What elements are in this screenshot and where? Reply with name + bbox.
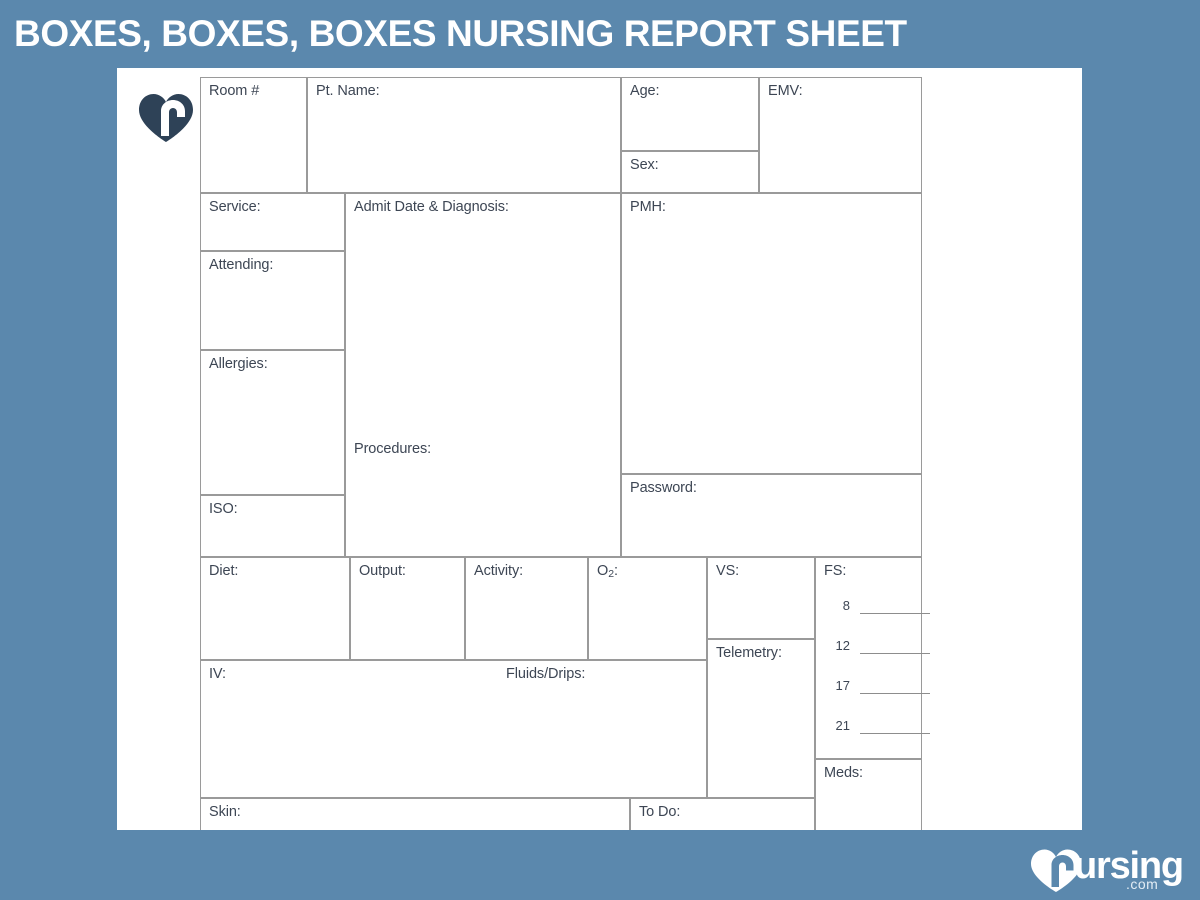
fs-time-label: 21	[835, 718, 850, 733]
field-activity[interactable]: Activity:	[465, 557, 588, 660]
field-o2[interactable]: O2:	[588, 557, 707, 660]
footer-wordmark: ursing	[1074, 845, 1184, 887]
fs-time-label: 12	[835, 638, 850, 653]
field-output[interactable]: Output:	[350, 557, 465, 660]
field-sex-label: Sex:	[630, 157, 659, 173]
field-diet-label: Diet:	[209, 563, 239, 579]
field-admit-date-diagnosis-label: Admit Date & Diagnosis:	[354, 199, 509, 215]
fs-value-line[interactable]	[860, 613, 930, 614]
field-skin[interactable]: Skin:	[200, 798, 630, 830]
field-emv-label: EMV:	[768, 83, 803, 99]
report-sheet: Room # Pt. Name: Age: Sex: EMV: Service:…	[117, 68, 1082, 830]
field-service[interactable]: Service:	[200, 193, 345, 251]
field-fs-label: FS:	[824, 563, 847, 579]
field-pmh[interactable]: PMH:	[621, 193, 922, 474]
field-allergies[interactable]: Allergies:	[200, 350, 345, 495]
field-emv[interactable]: EMV:	[759, 77, 922, 193]
field-iso[interactable]: ISO:	[200, 495, 345, 557]
fs-entry-2[interactable]: 12	[830, 638, 930, 656]
field-vs-label: VS:	[716, 563, 740, 579]
field-attending[interactable]: Attending:	[200, 251, 345, 350]
field-vs[interactable]: VS:	[707, 557, 815, 639]
fs-entry-4[interactable]: 21	[830, 718, 930, 736]
field-fluids-drips-label: Fluids/Drips:	[506, 666, 586, 682]
field-age[interactable]: Age:	[621, 77, 759, 151]
field-to-do-label: To Do:	[639, 804, 681, 820]
field-pt-name[interactable]: Pt. Name:	[307, 77, 621, 193]
field-activity-label: Activity:	[474, 563, 524, 579]
field-procedures-label: Procedures:	[354, 441, 432, 457]
field-iv-label: IV:	[209, 666, 226, 682]
field-service-label: Service:	[209, 199, 261, 215]
field-output-label: Output:	[359, 563, 406, 579]
field-to-do[interactable]: To Do:	[630, 798, 815, 830]
field-sex[interactable]: Sex:	[621, 151, 759, 193]
fs-entry-1[interactable]: 8	[830, 598, 930, 616]
nursing-heart-n-icon	[135, 90, 197, 146]
fs-value-line[interactable]	[860, 693, 930, 694]
field-pt-name-label: Pt. Name:	[316, 83, 380, 99]
field-iso-label: ISO:	[209, 501, 238, 517]
nursing-report-form: Room # Pt. Name: Age: Sex: EMV: Service:…	[200, 77, 1029, 830]
field-room[interactable]: Room #	[200, 77, 307, 193]
field-pmh-label: PMH:	[630, 199, 666, 215]
field-iv-fluids-drips[interactable]: IV: Fluids/Drips:	[200, 660, 707, 798]
page-title: BOXES, BOXES, BOXES NURSING REPORT SHEET	[14, 13, 907, 54]
field-allergies-label: Allergies:	[209, 356, 268, 372]
field-room-label: Room #	[209, 83, 260, 99]
field-age-label: Age:	[630, 83, 660, 99]
fs-value-line[interactable]	[860, 733, 930, 734]
field-telemetry-label: Telemetry:	[716, 645, 782, 661]
nursing-dot-com-logo: ursing .com	[1028, 845, 1188, 895]
field-meds-label: Meds:	[824, 765, 863, 781]
fs-value-line[interactable]	[860, 653, 930, 654]
field-skin-label: Skin:	[209, 804, 241, 820]
field-o2-label: O2:	[597, 563, 618, 580]
fs-time-label: 17	[835, 678, 850, 693]
field-diet[interactable]: Diet:	[200, 557, 350, 660]
field-meds[interactable]: Meds:	[815, 759, 922, 830]
field-password[interactable]: Password:	[621, 474, 922, 557]
field-telemetry[interactable]: Telemetry:	[707, 639, 815, 798]
field-admit-date-diagnosis-procedures[interactable]: Admit Date & Diagnosis: Procedures:	[345, 193, 621, 557]
field-fs[interactable]: FS: 8 12 17 21	[815, 557, 930, 759]
footer-dotcom: .com	[1126, 876, 1159, 892]
field-password-label: Password:	[630, 480, 697, 496]
fs-entry-3[interactable]: 17	[830, 678, 930, 696]
fs-time-label: 8	[842, 598, 850, 613]
field-attending-label: Attending:	[209, 257, 274, 273]
